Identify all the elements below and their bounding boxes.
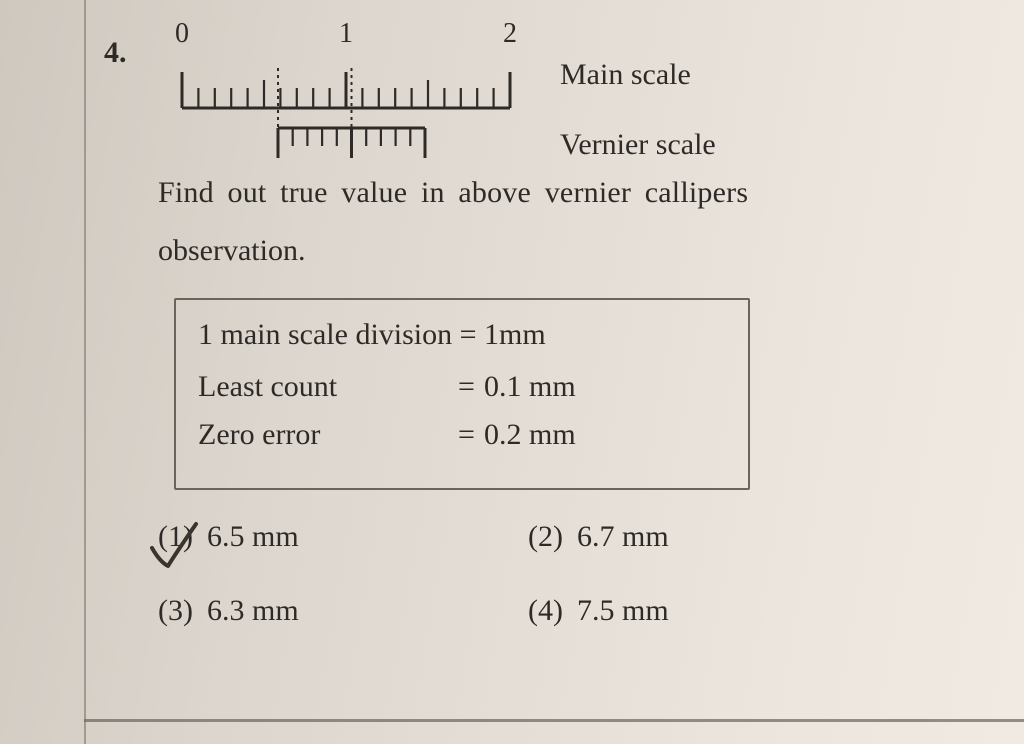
option-3-val: 6.3 mm (207, 594, 299, 628)
box-eq-2: = (458, 418, 484, 452)
question-text-line-1: Find out true value in above vernier cal… (158, 178, 938, 208)
option-2-num: (2) (528, 520, 563, 554)
bottom-rule (84, 719, 1024, 722)
box-val-lc: 0.1 mm (484, 370, 576, 404)
option-2: (2) 6.7 mm (528, 520, 898, 554)
given-data-box: 1 main scale division = 1mm Least count … (174, 298, 750, 490)
option-1: (1) 6.5 mm (158, 520, 528, 554)
option-3-num: (3) (158, 594, 193, 628)
svg-text:1: 1 (339, 20, 353, 49)
option-3: (3) 6.3 mm (158, 594, 528, 628)
left-margin-rule (84, 0, 86, 744)
question-text-line-2: observation. (158, 236, 305, 266)
question-number: 4. (104, 36, 127, 70)
box-row-zero-error: Zero error = 0.2 mm (198, 418, 726, 452)
option-4: (4) 7.5 mm (528, 594, 898, 628)
scale-svg: 0 1 2 (170, 20, 570, 170)
option-1-val: 6.5 mm (207, 520, 299, 554)
main-scale-label: Main scale (560, 58, 691, 92)
box-key-ze: Zero error (198, 418, 458, 452)
vernier-scale-label: Vernier scale (560, 128, 716, 162)
box-val-ze: 0.2 mm (484, 418, 576, 452)
box-eq-1: = (458, 370, 484, 404)
vernier-diagram: 0 1 2 (170, 20, 570, 170)
svg-text:0: 0 (175, 20, 189, 49)
checkmark-icon (144, 514, 214, 574)
page: 4. 0 1 2 Main scale Vernier scale Find out… (0, 0, 1024, 744)
box-line-1: 1 main scale division = 1mm (198, 318, 726, 352)
option-4-num: (4) (528, 594, 563, 628)
options-row-1: (1) 6.5 mm (2) 6.7 mm (158, 520, 918, 554)
options-row-2: (3) 6.3 mm (4) 7.5 mm (158, 594, 918, 628)
box-row-least-count: Least count = 0.1 mm (198, 370, 726, 404)
options: (1) 6.5 mm (2) 6.7 mm (3) 6.3 mm (4) 7.5… (158, 520, 918, 668)
option-2-val: 6.7 mm (577, 520, 669, 554)
svg-text:2: 2 (503, 20, 517, 49)
box-key-lc: Least count (198, 370, 458, 404)
option-4-val: 7.5 mm (577, 594, 669, 628)
